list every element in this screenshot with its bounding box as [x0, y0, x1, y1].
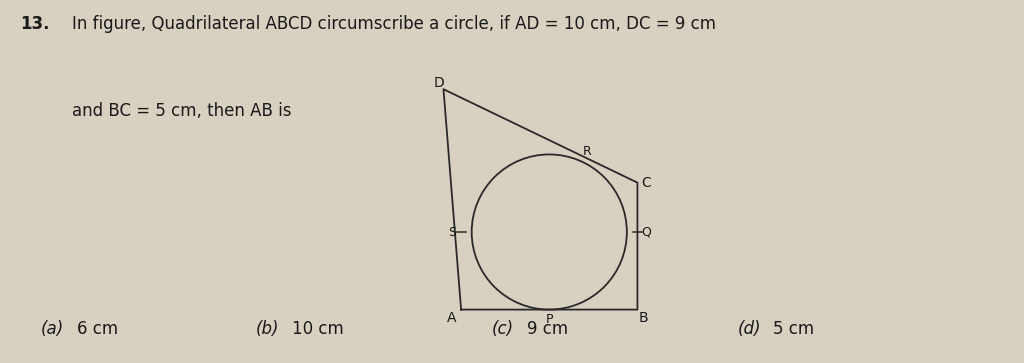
- Text: B: B: [639, 311, 648, 325]
- Text: (d): (d): [737, 319, 761, 338]
- Text: D: D: [433, 76, 444, 90]
- Text: S: S: [449, 225, 457, 238]
- Text: A: A: [446, 311, 456, 325]
- Text: In figure, Quadrilateral ABCD circumscribe a circle, if AD = 10 cm, DC = 9 cm: In figure, Quadrilateral ABCD circumscri…: [72, 15, 716, 33]
- Text: (a): (a): [41, 319, 65, 338]
- Text: R: R: [583, 146, 591, 159]
- Text: 9 cm: 9 cm: [527, 319, 568, 338]
- Text: 13.: 13.: [20, 15, 50, 33]
- Text: Q: Q: [641, 225, 651, 238]
- Text: 6 cm: 6 cm: [77, 319, 118, 338]
- Text: 5 cm: 5 cm: [773, 319, 814, 338]
- Text: (c): (c): [492, 319, 514, 338]
- Text: C: C: [641, 176, 651, 189]
- Text: (b): (b): [256, 319, 280, 338]
- Text: 10 cm: 10 cm: [292, 319, 344, 338]
- Text: P: P: [546, 313, 553, 326]
- Text: and BC = 5 cm, then AB is: and BC = 5 cm, then AB is: [72, 102, 291, 120]
